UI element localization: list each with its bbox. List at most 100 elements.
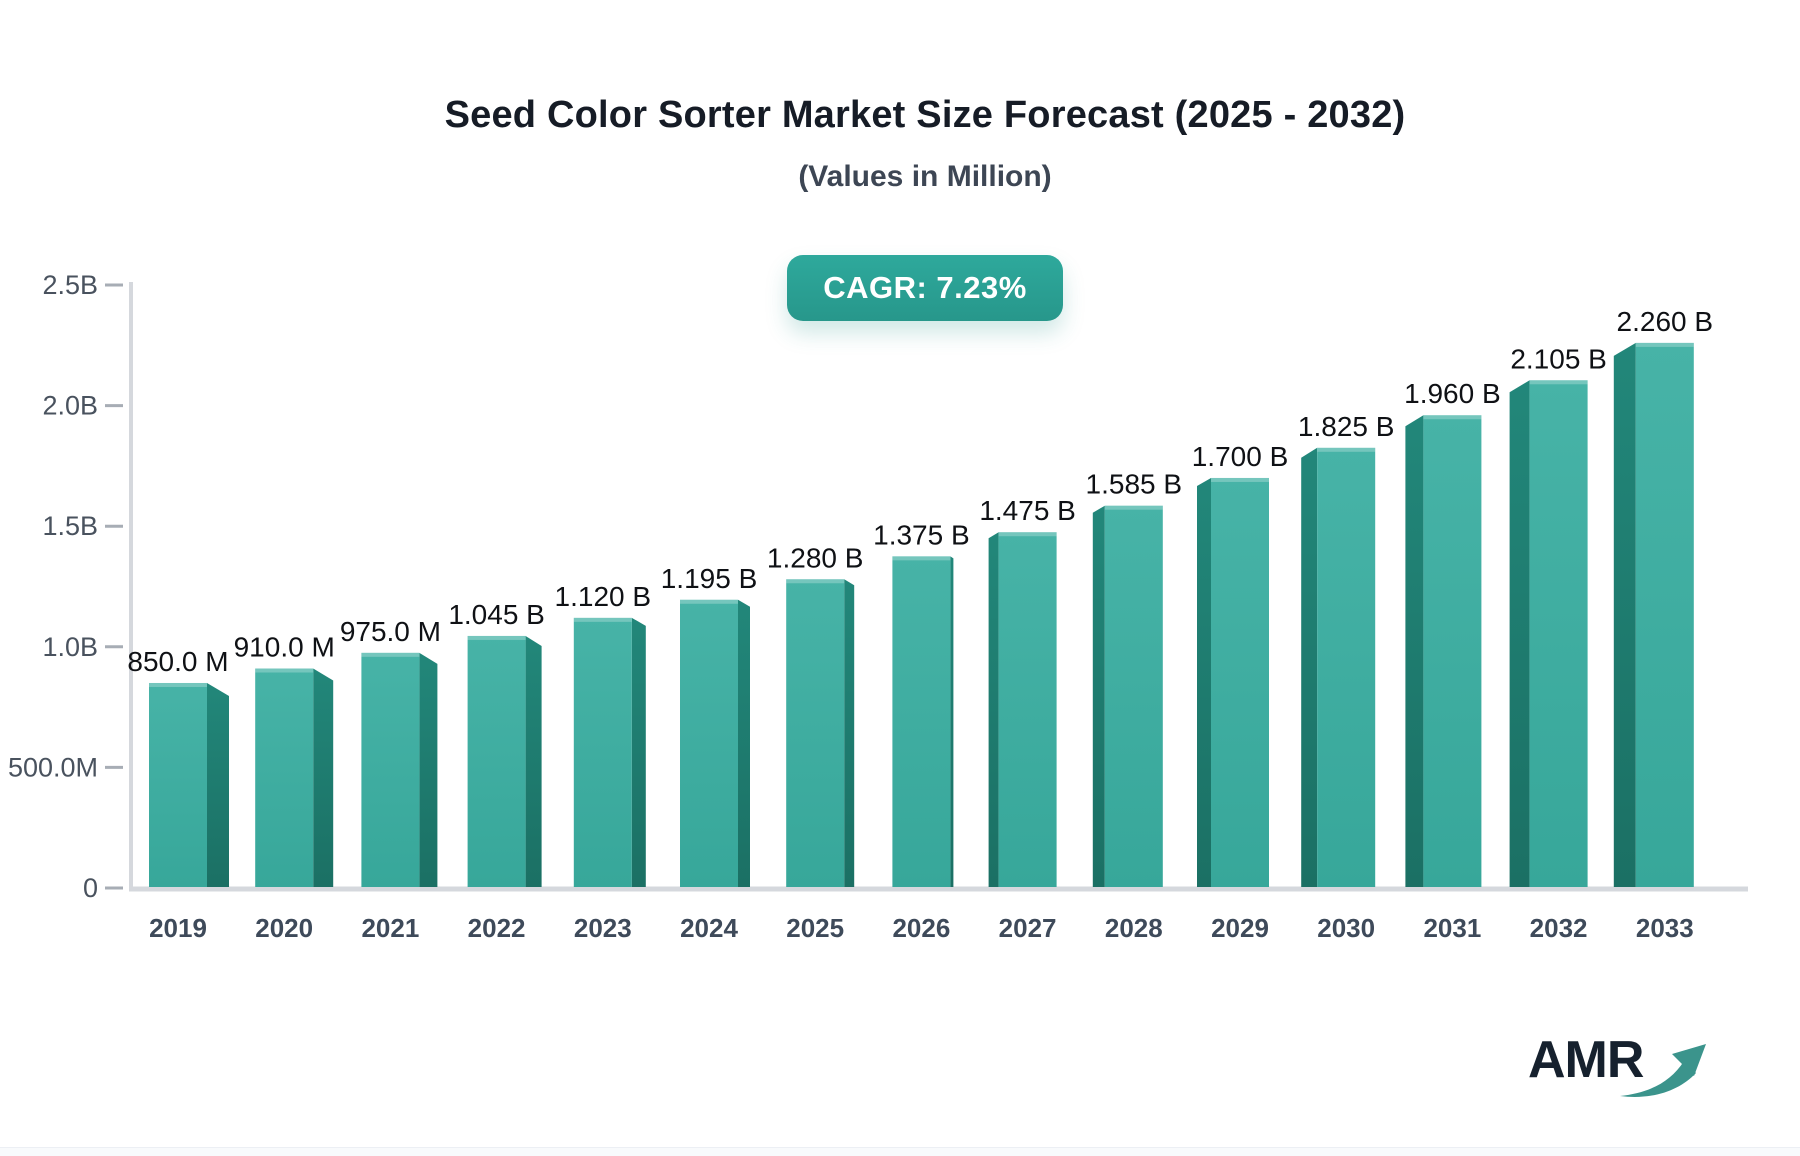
bar-side-face: [1509, 380, 1530, 887]
bar-front-face: [998, 532, 1057, 887]
bar-top-face: [467, 635, 526, 640]
bar-side-face: [313, 668, 334, 887]
x-axis-label: 2029: [1211, 913, 1269, 943]
x-axis-label: 2026: [892, 913, 950, 943]
y-axis-label: 2.0B: [42, 391, 98, 421]
bar-front-face: [892, 556, 951, 887]
x-axis-label: 2024: [680, 913, 738, 943]
x-axis-label: 2021: [361, 913, 419, 943]
bar-top-face: [573, 617, 632, 622]
bar-value-label: 1.585 B: [1086, 469, 1183, 500]
bar-2024: [680, 599, 750, 887]
bar-side-face: [1405, 415, 1424, 887]
x-axis-label: 2027: [999, 913, 1057, 943]
bar-side-face: [950, 556, 954, 887]
bar-2029: [1197, 477, 1269, 887]
amr-logo: AMR: [1528, 1030, 1728, 1110]
bar-top-face: [255, 668, 314, 673]
bar-front-face: [255, 668, 314, 887]
bar-2019: [149, 682, 229, 887]
bar-2026: [892, 556, 954, 887]
chart-title: Seed Color Sorter Market Size Forecast (…: [444, 94, 1406, 136]
bar-top-face: [1635, 342, 1694, 347]
bar-side-face: [207, 682, 229, 887]
bar-side-face: [1613, 342, 1636, 887]
x-axis-label: 2033: [1636, 913, 1694, 943]
bar-2025: [786, 579, 855, 887]
bar-top-face: [1317, 447, 1376, 452]
cagr-badge: CAGR: 7.23%: [787, 255, 1063, 321]
bar-side-face: [988, 532, 999, 887]
bar-value-label: 910.0 M: [234, 632, 335, 663]
bar-side-face: [1197, 477, 1211, 887]
bar-top-face: [1211, 477, 1269, 482]
bar-top-face: [149, 682, 207, 687]
bar-value-label: 1.280 B: [767, 542, 864, 573]
y-axis-label: 1.5B: [42, 511, 98, 541]
x-axis-label: 2030: [1317, 913, 1375, 943]
bar-side-face: [1301, 447, 1318, 887]
x-axis-label: 2019: [149, 913, 207, 943]
bar-value-label: 1.195 B: [661, 563, 758, 594]
bar-value-label: 2.105 B: [1510, 343, 1607, 374]
bar-value-label: 1.120 B: [555, 581, 652, 612]
bar-2022: [467, 635, 542, 887]
bar-value-label: 850.0 M: [127, 646, 228, 677]
bar-value-label: 1.475 B: [979, 495, 1076, 526]
bar-top-face: [786, 579, 845, 584]
bar-value-label: 1.375 B: [873, 519, 970, 550]
bar-value-label: 975.0 M: [340, 616, 441, 647]
x-axis-label: 2025: [786, 913, 844, 943]
x-axis-label: 2028: [1105, 913, 1163, 943]
bar-front-face: [1317, 447, 1376, 887]
bar-front-face: [1211, 477, 1269, 887]
bar-2030: [1301, 447, 1376, 887]
growth-arrow-icon: [1620, 1044, 1706, 1097]
x-axis-label: 2032: [1530, 913, 1588, 943]
chart-header: Seed Color Sorter Market Size Forecast (…: [0, 92, 1800, 194]
bar-2027: [988, 532, 1057, 887]
bar-value-label: 1.045 B: [448, 599, 545, 630]
bar-2023: [573, 617, 646, 887]
bar-2028: [1092, 505, 1163, 887]
amr-logo-text: AMR: [1528, 1031, 1644, 1089]
bar-front-face: [573, 617, 632, 887]
bar-top-face: [998, 532, 1057, 537]
bar-side-face: [738, 599, 750, 887]
bar-value-label: 2.260 B: [1617, 306, 1714, 337]
bar-2033: [1613, 342, 1694, 887]
bar-side-face: [844, 579, 855, 887]
x-axis-label: 2020: [255, 913, 313, 943]
bar-value-label: 1.825 B: [1298, 411, 1395, 442]
bar-value-label: 1.960 B: [1404, 378, 1501, 409]
y-axis-label: 500.0M: [8, 752, 98, 782]
bar-top-face: [1529, 380, 1588, 385]
bar-side-face: [525, 635, 542, 887]
bar-front-face: [1529, 380, 1588, 887]
bar-front-face: [1635, 342, 1694, 887]
y-axis-label: 2.5B: [42, 270, 98, 300]
x-axis-label: 2022: [468, 913, 526, 943]
bar-2020: [255, 668, 334, 887]
x-axis-label: 2023: [574, 913, 632, 943]
x-axis-label: 2031: [1423, 913, 1481, 943]
bar-top-face: [361, 652, 420, 657]
y-axis-label: 1.0B: [42, 632, 98, 662]
y-axis-label: 0: [83, 873, 98, 903]
bar-front-face: [361, 652, 420, 887]
bar-side-face: [419, 652, 438, 887]
bar-front-face: [1423, 415, 1482, 887]
bar-top-face: [680, 599, 738, 604]
bar-front-face: [1104, 505, 1163, 887]
chart-subtitle: (Values in Million): [798, 160, 1052, 193]
bottom-strip: [0, 1147, 1800, 1156]
bar-front-face: [786, 579, 845, 887]
bar-side-face: [631, 617, 646, 887]
bar-2032: [1509, 380, 1588, 887]
bar-2021: [361, 652, 438, 887]
bar-side-face: [1092, 505, 1105, 887]
badge-row: CAGR: 7.23%: [0, 255, 1800, 321]
bar-front-face: [467, 635, 526, 887]
